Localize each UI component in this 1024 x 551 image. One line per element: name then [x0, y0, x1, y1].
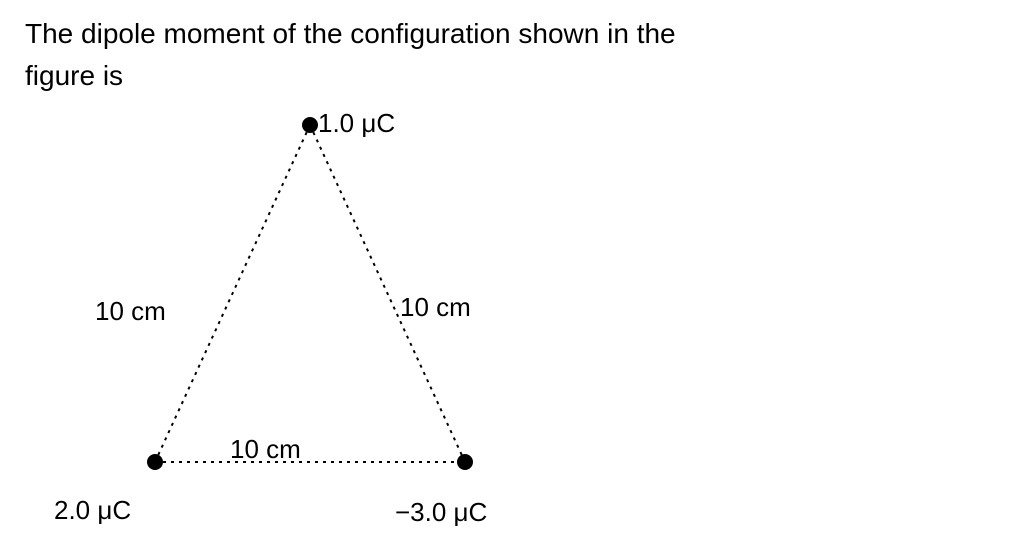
- edge-left-label: 10 cm: [95, 296, 166, 327]
- charge-bottom-left-label: 2.0 μC: [54, 495, 131, 526]
- charge-bottom-right-label: −3.0 μC: [395, 497, 487, 528]
- edge-bottom-label: 10 cm: [230, 434, 301, 465]
- charge-top-label: 1.0 μC: [318, 108, 395, 139]
- vertex-bottom-left: [147, 454, 163, 470]
- edge-right-label: 10 cm: [400, 292, 471, 323]
- dipole-diagram: [0, 0, 1024, 551]
- edge-left: [155, 125, 310, 462]
- vertex-bottom-right: [457, 454, 473, 470]
- vertex-top: [302, 117, 318, 133]
